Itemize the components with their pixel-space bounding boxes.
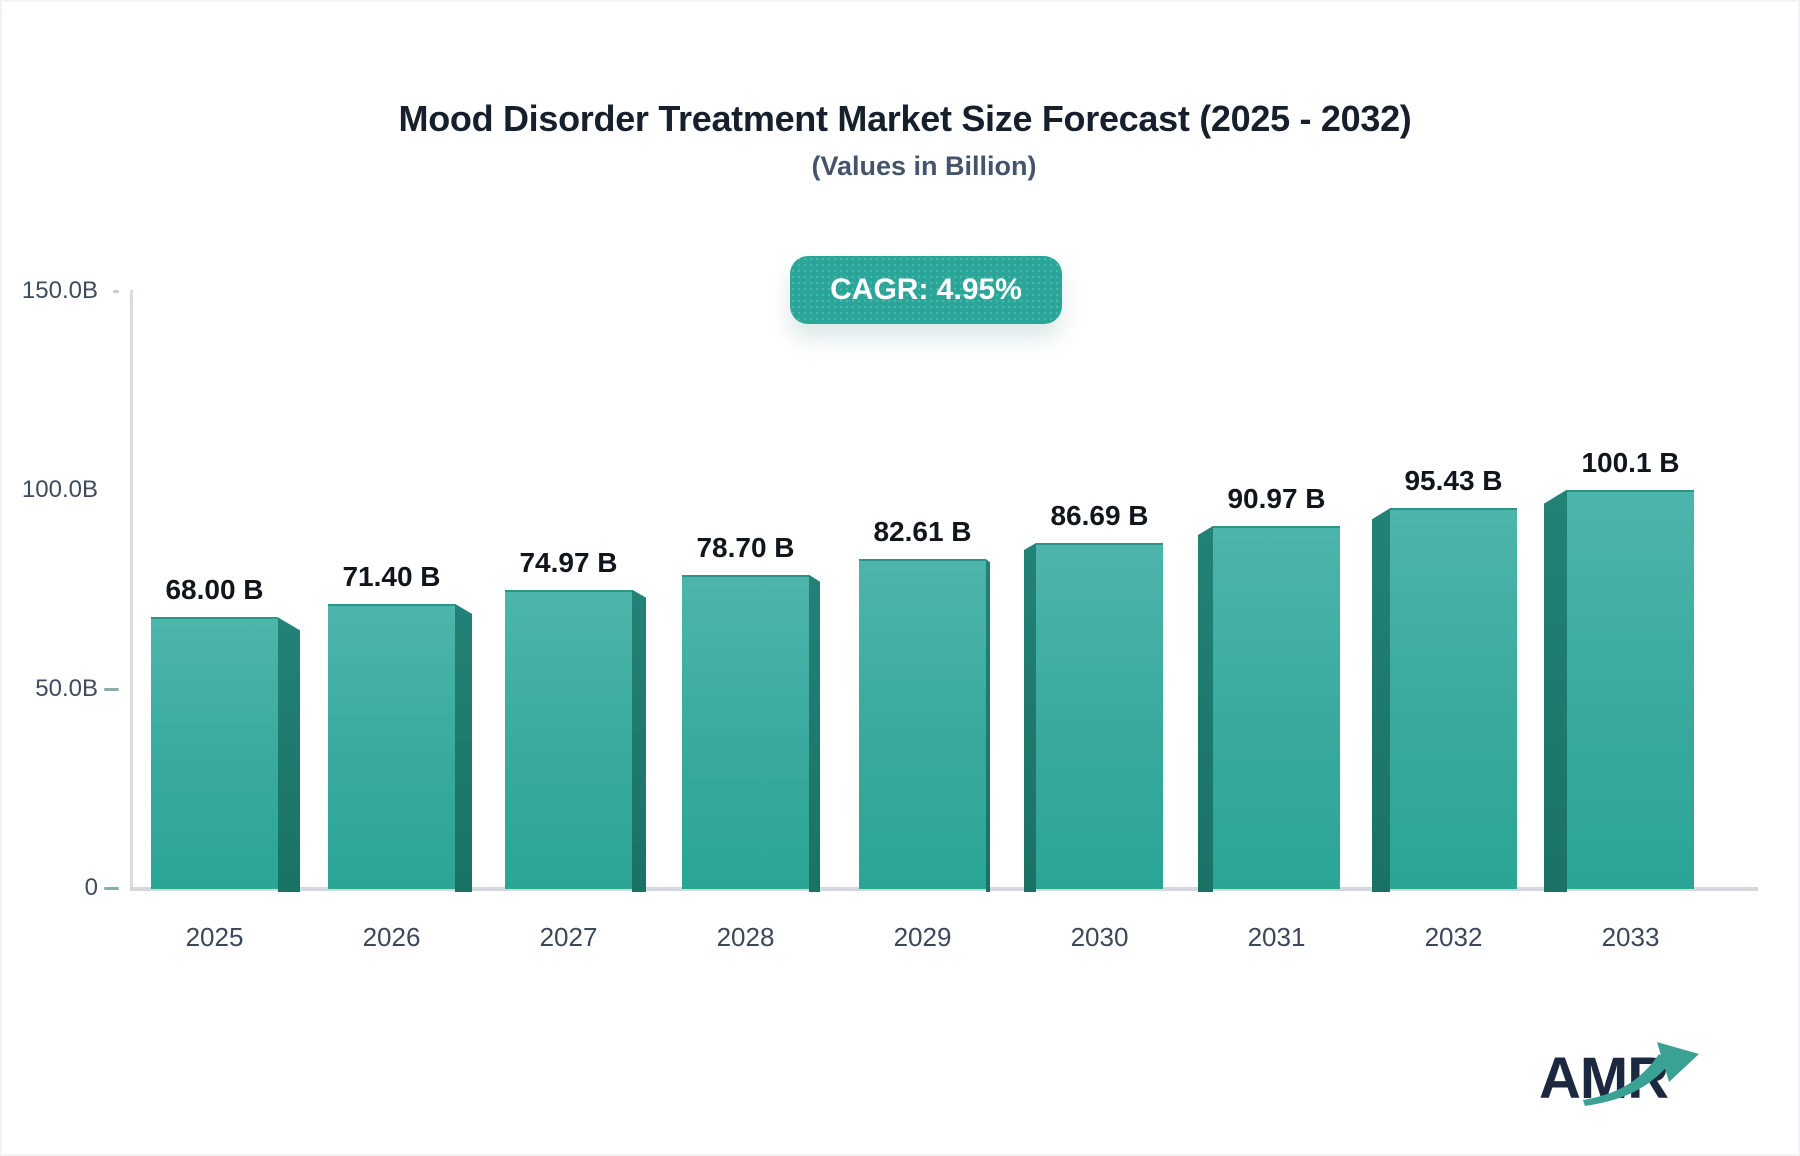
x-axis-label-2029: 2029 <box>893 922 952 952</box>
x-axis-label-2028: 2028 <box>716 922 775 952</box>
cagr-badge: CAGR: 4.95% <box>790 256 1062 324</box>
x-axis-label-2027: 2027 <box>539 922 598 952</box>
y-axis-tick-dash <box>104 887 119 890</box>
bar-2033 <box>1567 489 1694 889</box>
x-axis-label-2026: 2026 <box>362 922 421 952</box>
x-axis-label-2025: 2025 <box>185 922 244 952</box>
x-axis-label-2033: 2033 <box>1601 922 1660 952</box>
bar-value-label: 100.1 B <box>1581 446 1680 478</box>
y-axis-tick-label: 150.0B <box>21 277 98 304</box>
amr-logo: AMR <box>1539 1040 1729 1114</box>
x-axis-label-2030: 2030 <box>1070 922 1129 952</box>
bar-side-2030 <box>1024 542 1036 892</box>
bar-2027 <box>505 589 632 889</box>
y-axis-tick-dash <box>113 290 119 293</box>
bar-side-2027 <box>632 589 646 892</box>
bar-side-2033 <box>1544 489 1567 892</box>
bar-side-2032 <box>1372 508 1390 892</box>
bar-side-2031 <box>1198 525 1213 892</box>
growth-arrow-icon <box>1583 1042 1699 1106</box>
y-axis-line <box>130 290 133 890</box>
bar-value-label: 95.43 B <box>1404 465 1503 497</box>
bar-side-2026 <box>455 603 472 892</box>
bar-value-label: 71.40 B <box>342 560 441 592</box>
bar-value-label: 74.97 B <box>519 546 618 578</box>
chart-title: Mood Disorder Treatment Market Size Fore… <box>398 98 1412 139</box>
chart-subtitle: (Values in Billion) <box>811 151 1037 181</box>
bar-value-label: 78.70 B <box>696 531 795 563</box>
y-axis-tick-label: 50.0B <box>35 675 98 702</box>
bar-side-2025 <box>278 617 300 892</box>
bar-side-2028 <box>809 574 820 892</box>
bar-value-label: 68.00 B <box>165 574 264 606</box>
x-axis-baseline <box>130 887 1758 891</box>
y-axis-tick-label: 100.0B <box>21 476 98 503</box>
cagr-badge-label: CAGR: 4.95% <box>830 273 1022 306</box>
x-axis-label-2032: 2032 <box>1424 922 1483 952</box>
bar-side-2029 <box>986 559 990 892</box>
bar-2028 <box>682 574 809 889</box>
bar-2029 <box>859 559 986 889</box>
bar-2026 <box>328 603 455 889</box>
bar-value-label: 90.97 B <box>1227 482 1326 514</box>
bar-2030 <box>1036 542 1163 889</box>
x-axis-label-2031: 2031 <box>1247 922 1306 952</box>
y-axis-tick-label: 0 <box>84 874 98 901</box>
bar-value-label: 86.69 B <box>1050 499 1149 531</box>
y-axis-tick-dash <box>104 688 119 691</box>
bar-value-label: 82.61 B <box>873 516 972 548</box>
bar-2032 <box>1390 508 1517 889</box>
bar-2025 <box>151 617 278 889</box>
bar-2031 <box>1213 525 1340 889</box>
amr-logo-svg: AMR <box>1539 1042 1699 1111</box>
